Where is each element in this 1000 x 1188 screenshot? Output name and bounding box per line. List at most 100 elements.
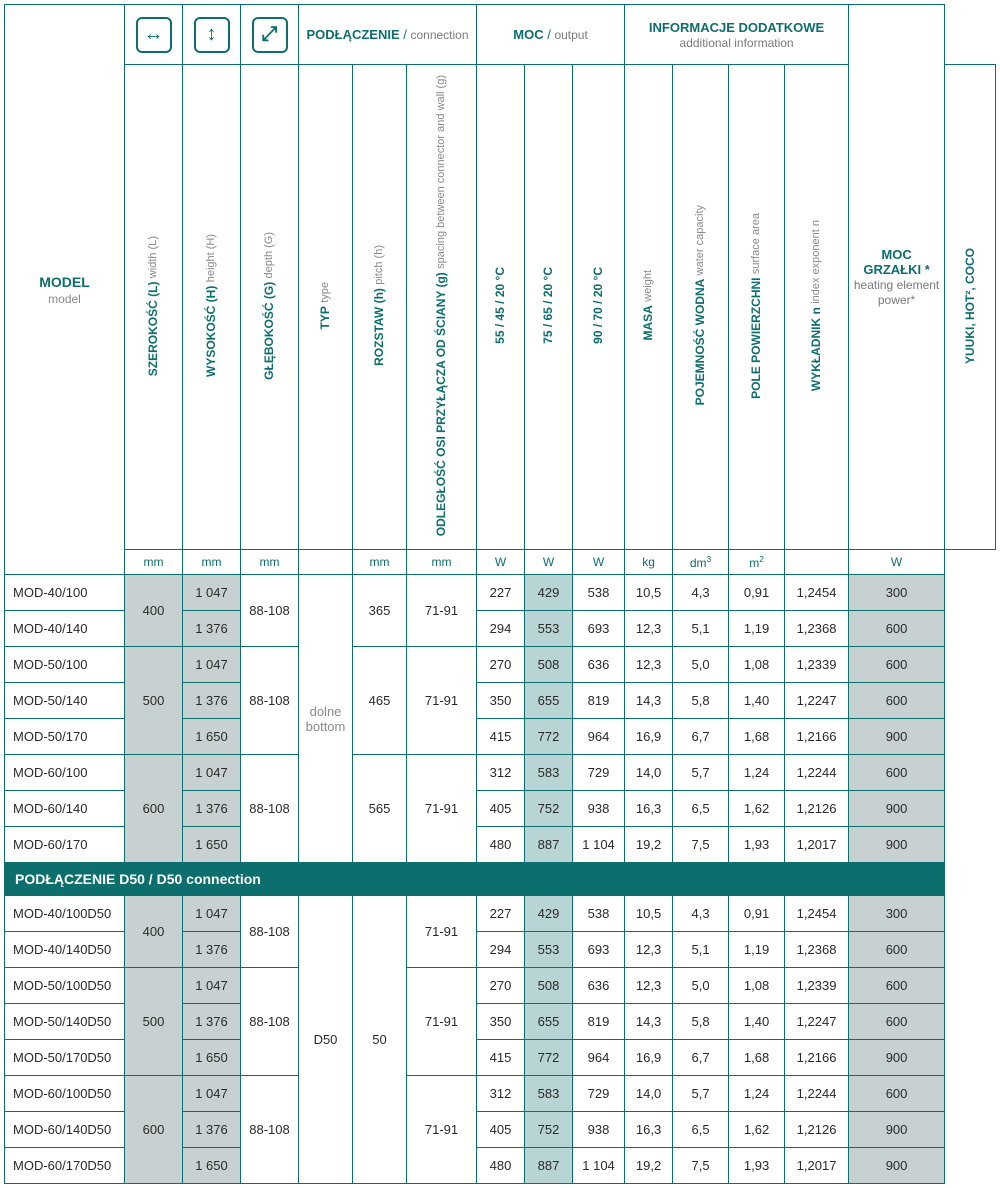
p2-cell: 772 xyxy=(525,1040,573,1076)
mass-cell: 16,9 xyxy=(625,1040,673,1076)
pitch-cell: 465 xyxy=(353,647,407,755)
unit-5: mm xyxy=(353,550,407,575)
capacity-cell: 5,8 xyxy=(673,683,729,719)
section-d50-header: PODŁĄCZENIE D50 / D50 connection xyxy=(5,863,945,896)
dim-icon-0: ↔ xyxy=(125,5,183,65)
area-cell: 1,93 xyxy=(729,827,785,863)
col-header-2: WYSOKOŚĆ (H) height (H) xyxy=(183,65,241,550)
p2-cell: 429 xyxy=(525,896,573,932)
p3-cell: 729 xyxy=(573,1076,625,1112)
model-cell: MOD-40/140D50 xyxy=(5,932,125,968)
p1-cell: 294 xyxy=(477,611,525,647)
mass-cell: 16,9 xyxy=(625,719,673,755)
p3-cell: 964 xyxy=(573,1040,625,1076)
col-model-header: MODELmodel xyxy=(5,5,125,575)
capacity-cell: 6,5 xyxy=(673,1112,729,1148)
heater-cell: 300 xyxy=(849,575,945,611)
depth-cell: 88-108 xyxy=(241,968,299,1076)
capacity-cell: 5,0 xyxy=(673,647,729,683)
capacity-cell: 5,1 xyxy=(673,932,729,968)
p1-cell: 415 xyxy=(477,719,525,755)
capacity-cell: 5,7 xyxy=(673,755,729,791)
heater-cell: 600 xyxy=(849,932,945,968)
exponent-cell: 1,2244 xyxy=(785,1076,849,1112)
capacity-cell: 4,3 xyxy=(673,575,729,611)
height-cell: 1 047 xyxy=(183,647,241,683)
depth-cell: 88-108 xyxy=(241,896,299,968)
p2-cell: 553 xyxy=(525,932,573,968)
height-cell: 1 650 xyxy=(183,827,241,863)
capacity-cell: 6,7 xyxy=(673,1040,729,1076)
p1-cell: 227 xyxy=(477,575,525,611)
model-cell: MOD-60/140 xyxy=(5,791,125,827)
heater-cell: 300 xyxy=(849,896,945,932)
unit-6: mm xyxy=(407,550,477,575)
capacity-cell: 6,7 xyxy=(673,719,729,755)
heater-cell: 900 xyxy=(849,791,945,827)
area-cell: 1,68 xyxy=(729,719,785,755)
depth-cell: 88-108 xyxy=(241,755,299,863)
model-cell: MOD-50/140D50 xyxy=(5,1004,125,1040)
mass-cell: 16,3 xyxy=(625,1112,673,1148)
col-header-10: MASA weight xyxy=(625,65,673,550)
mass-cell: 14,0 xyxy=(625,1076,673,1112)
mass-cell: 12,3 xyxy=(625,968,673,1004)
width-cell: 500 xyxy=(125,647,183,755)
capacity-cell: 7,5 xyxy=(673,827,729,863)
exponent-cell: 1,2126 xyxy=(785,791,849,827)
area-cell: 1,08 xyxy=(729,968,785,1004)
group-output: MOC / output xyxy=(477,5,625,65)
mass-cell: 14,3 xyxy=(625,1004,673,1040)
p3-cell: 538 xyxy=(573,896,625,932)
heater-cell: 600 xyxy=(849,1004,945,1040)
capacity-cell: 5,7 xyxy=(673,1076,729,1112)
mass-cell: 12,3 xyxy=(625,932,673,968)
height-cell: 1 047 xyxy=(183,968,241,1004)
p2-cell: 429 xyxy=(525,575,573,611)
model-cell: MOD-50/170D50 xyxy=(5,1040,125,1076)
unit-7: W xyxy=(477,550,525,575)
p1-cell: 350 xyxy=(477,1004,525,1040)
model-cell: MOD-60/140D50 xyxy=(5,1112,125,1148)
area-cell: 1,24 xyxy=(729,1076,785,1112)
capacity-cell: 6,5 xyxy=(673,791,729,827)
p2-cell: 583 xyxy=(525,1076,573,1112)
col-header-7: 55 / 45 / 20 °C xyxy=(477,65,525,550)
width-cell: 600 xyxy=(125,755,183,863)
p2-cell: 752 xyxy=(525,1112,573,1148)
width-cell: 400 xyxy=(125,575,183,647)
model-cell: MOD-60/170D50 xyxy=(5,1148,125,1184)
p2-cell: 655 xyxy=(525,1004,573,1040)
col-header-11: POJEMNOŚĆ WODNA water capacity xyxy=(673,65,729,550)
p3-cell: 1 104 xyxy=(573,1148,625,1184)
heater-cell: 900 xyxy=(849,827,945,863)
capacity-cell: 7,5 xyxy=(673,1148,729,1184)
unit-9: W xyxy=(573,550,625,575)
height-cell: 1 047 xyxy=(183,575,241,611)
group-heater: MOC GRZAŁKI *heating element power* xyxy=(849,5,945,550)
heater-cell: 900 xyxy=(849,1040,945,1076)
heater-cell: 600 xyxy=(849,755,945,791)
unit-12: m2 xyxy=(729,550,785,575)
type-cell: dolnebottom xyxy=(299,575,353,863)
area-cell: 1,40 xyxy=(729,683,785,719)
capacity-cell: 5,0 xyxy=(673,968,729,1004)
area-cell: 1,19 xyxy=(729,611,785,647)
col-header-8: 75 / 65 / 20 °C xyxy=(525,65,573,550)
mass-cell: 14,3 xyxy=(625,683,673,719)
p2-cell: 583 xyxy=(525,755,573,791)
exponent-cell: 1,2339 xyxy=(785,968,849,1004)
heater-cell: 900 xyxy=(849,1148,945,1184)
p3-cell: 938 xyxy=(573,791,625,827)
p1-cell: 270 xyxy=(477,647,525,683)
p3-cell: 693 xyxy=(573,611,625,647)
model-cell: MOD-40/140 xyxy=(5,611,125,647)
p3-cell: 636 xyxy=(573,968,625,1004)
model-cell: MOD-60/100 xyxy=(5,755,125,791)
depth-cell: 88-108 xyxy=(241,575,299,647)
p3-cell: 636 xyxy=(573,647,625,683)
exponent-cell: 1,2247 xyxy=(785,1004,849,1040)
exponent-cell: 1,2368 xyxy=(785,611,849,647)
capacity-cell: 4,3 xyxy=(673,896,729,932)
exponent-cell: 1,2126 xyxy=(785,1112,849,1148)
